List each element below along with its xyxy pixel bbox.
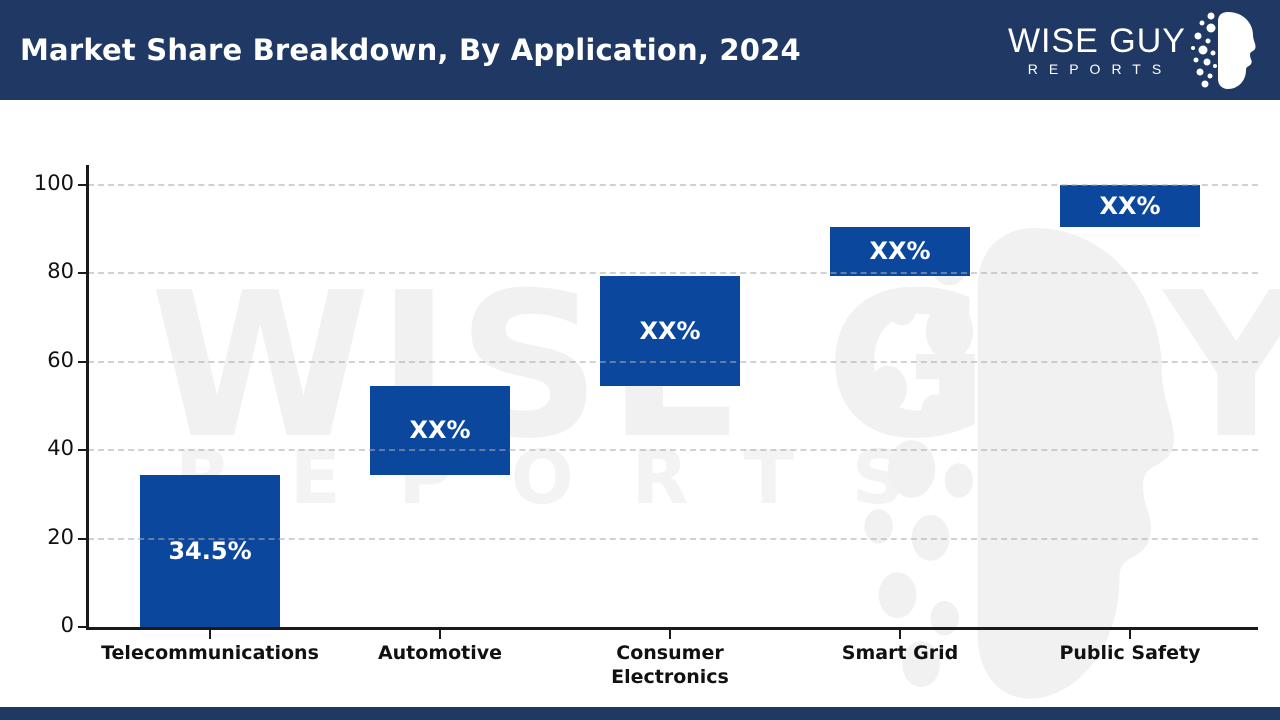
x-category-label-automotive: Automotive [377,642,503,664]
waterfall-chart: 34.5% XX% XX% XX% XX% 0 20 40 60 80 100 Telecommuni… [0,100,1280,707]
y-tick-mark [78,537,88,540]
y-tick-label-100: 100 [33,171,74,195]
y-tick-mark [78,360,88,363]
y-tick-mark [78,184,88,186]
bar-public-safety: XX% [1060,185,1200,227]
x-axis-spine [86,627,1258,630]
y-axis-spine [86,165,89,630]
bar-automotive: XX% [370,386,510,475]
gridline-40 [88,449,1258,452]
bar-telecommunications: 34.5% [140,474,280,627]
watermark-face-dots-icon [864,227,1175,699]
logo-wiseguy-label: WISE GUY [1007,22,1186,60]
y-tick-label-0: 0 [60,613,74,637]
bar-value-label: XX% [639,316,701,345]
face-dots-icon [1191,12,1256,89]
logo: WISE GUY REPORTS [1008,0,1262,100]
gridline-80 [88,272,1258,275]
bar-value-label: XX% [869,237,931,266]
x-category-label-consumer-electronics: Consumer Electronics [611,642,729,688]
bar-value-label: 34.5% [168,536,252,565]
header-bar: Market Share Breakdown, By Application, … [0,0,1280,100]
bar-value-label: XX% [409,416,471,445]
y-tick-label-40: 40 [47,436,74,461]
gridline-60 [88,360,1258,363]
gridline-100 [88,184,1258,186]
x-category-label-smart-grid: Smart Grid [841,642,959,664]
y-tick-label-80: 80 [47,259,74,284]
y-tick-mark [78,449,88,452]
bar-consumer-electronics: XX% [600,275,740,387]
footer-bar [0,707,1280,720]
x-tick-mark [899,630,901,639]
x-tick-mark [439,630,441,639]
x-tick-mark [209,630,211,639]
logo-reports-label: REPORTS [1027,61,1173,77]
logo-text: WISE GUY REPORTS [1008,23,1186,77]
y-tick-label-20: 20 [47,524,74,549]
bar-value-label: XX% [1099,191,1161,220]
x-category-label-telecommunications: Telecommunications [101,642,319,664]
page-title: Market Share Breakdown, By Application, … [20,33,801,67]
bar-smart-grid: XX% [830,226,970,276]
y-tick-mark [78,626,88,628]
y-tick-label-60: 60 [47,347,74,372]
x-tick-mark [669,630,671,639]
y-tick-mark [78,272,88,275]
gridline-20 [88,537,1258,540]
x-category-label-public-safety: Public Safety [1059,642,1201,664]
x-tick-mark [1129,630,1131,639]
